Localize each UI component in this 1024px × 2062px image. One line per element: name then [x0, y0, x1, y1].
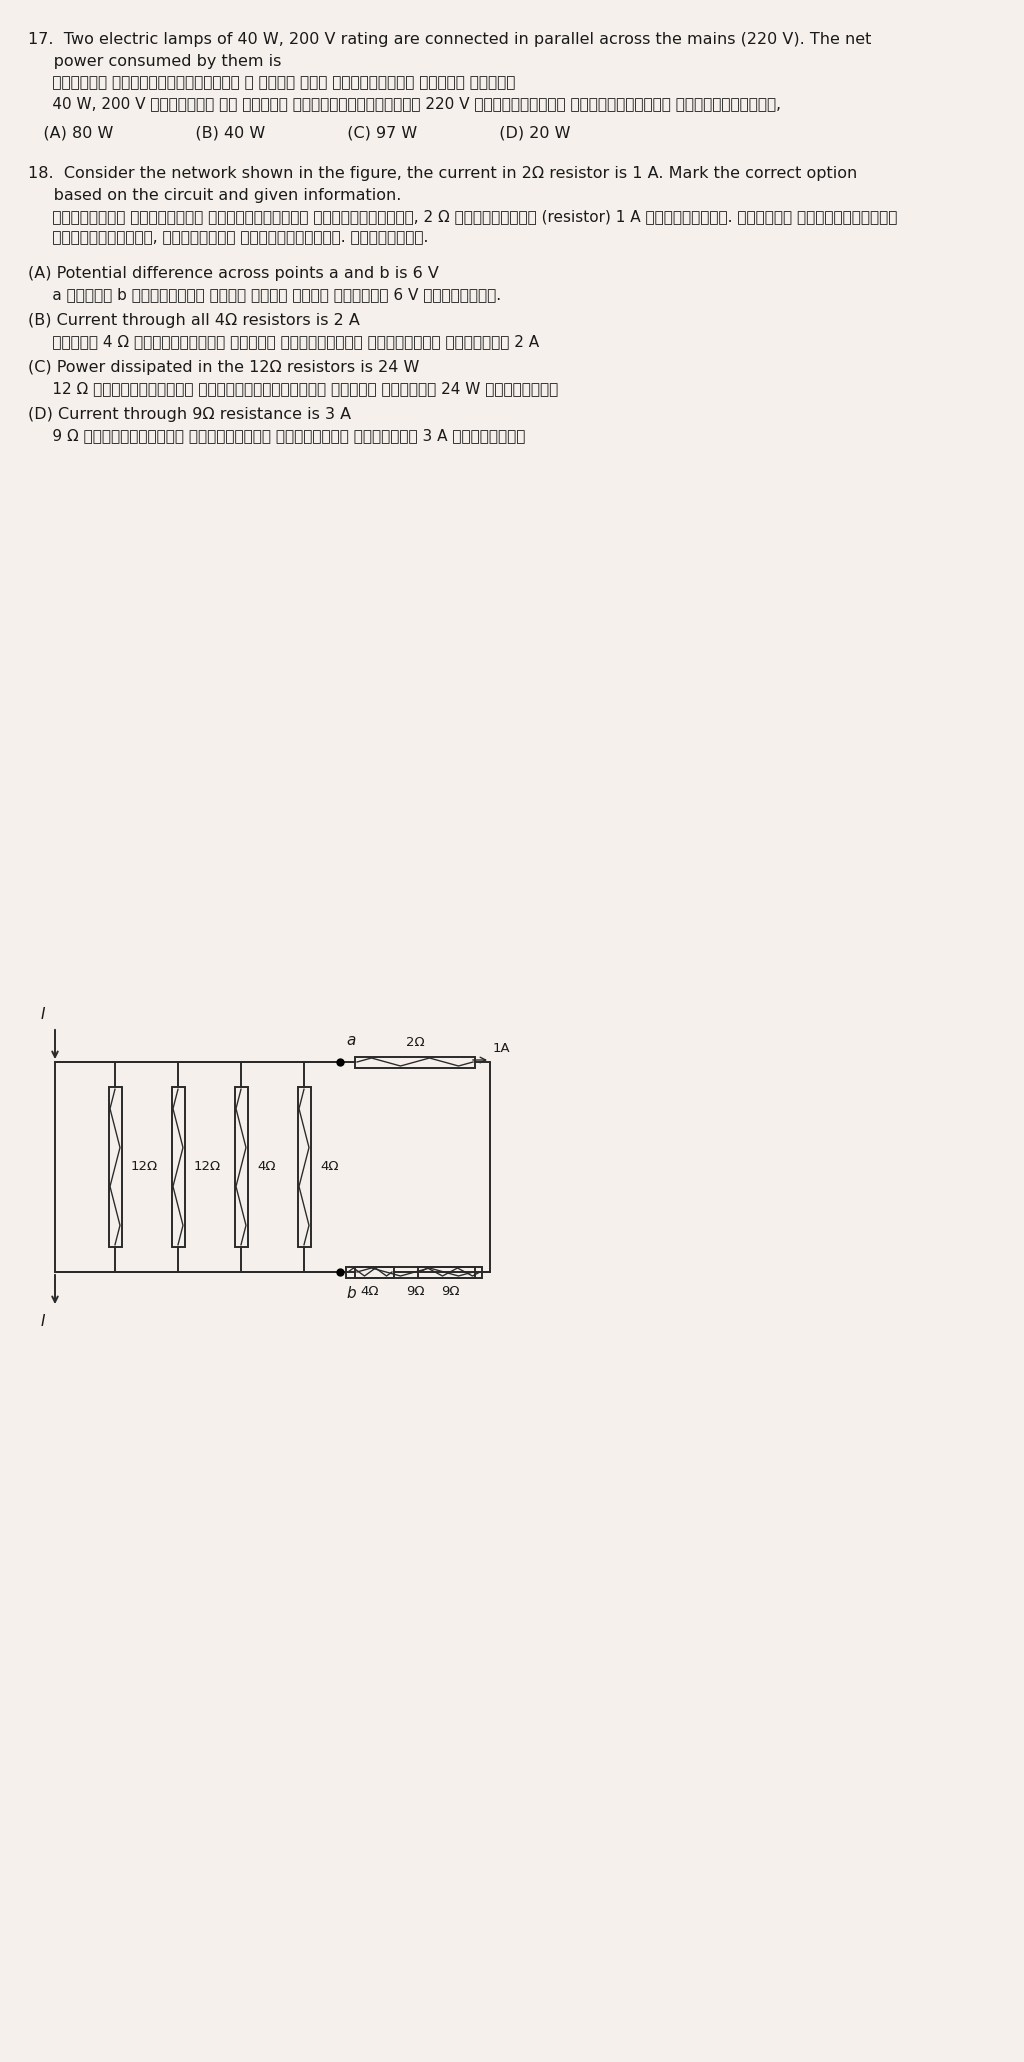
Text: I: I: [41, 1313, 45, 1330]
Bar: [171, 1087, 184, 1248]
Text: a మరియు b బిందువుల వద్ద విభవ బేధం వాటికి 6 V అవుతుంది.: a మరియు b బిందువుల వద్ద విభవ బేధం వాటికి…: [28, 287, 501, 301]
Text: I: I: [41, 1006, 45, 1023]
Text: 18.  Consider the network shown in the figure, the current in 2Ω resistor is 1 A: 18. Consider the network shown in the fi…: [28, 167, 857, 181]
Text: (D) Current through 9Ω resistance is 3 A: (D) Current through 9Ω resistance is 3 A: [28, 406, 351, 423]
Text: (C) Power dissipated in the 12Ω resistors is 24 W: (C) Power dissipated in the 12Ω resistor…: [28, 361, 420, 375]
Text: 1A: 1A: [493, 1043, 511, 1056]
Text: 12Ω: 12Ω: [131, 1161, 158, 1173]
Text: (A) 80 W                (B) 40 W                (C) 97 W                (D) 20 W: (A) 80 W (B) 40 W (C) 97 W (D) 20 W: [28, 126, 570, 140]
Text: a: a: [346, 1033, 355, 1047]
Text: 17.  Two electric lamps of 40 W, 200 V rating are connected in parallel across t: 17. Two electric lamps of 40 W, 200 V ra…: [28, 33, 871, 47]
Text: 9Ω: 9Ω: [406, 1285, 424, 1297]
Text: చిత్రంలో చూపించిన నెట్‌వర్క్‌ను పరిగణించండి, 2 Ω రెసిస్టర్ (resistor) 1 A దాటుతు: చిత్రంలో చూపించిన నెట్‌వర్క్‌ను పరిగణించ…: [28, 208, 897, 225]
Bar: [109, 1087, 122, 1248]
Text: 12Ω: 12Ω: [194, 1161, 221, 1173]
Text: power consumed by them is: power consumed by them is: [28, 54, 282, 68]
Bar: [355, 1266, 475, 1278]
Text: 4Ω: 4Ω: [360, 1285, 379, 1297]
Text: 4Ω: 4Ω: [257, 1161, 275, 1173]
Text: 9 Ω రెసిస్టర్లో ప్రవహించే విద్యుత్ ప్రవాహం 3 A అవుతుంది: 9 Ω రెసిస్టర్లో ప్రవహించే విద్యుత్ ప్రవా…: [28, 429, 525, 443]
Text: (B) Current through all 4Ω resistors is 2 A: (B) Current through all 4Ω resistors is …: [28, 313, 359, 328]
Text: 12 Ω రెసిస్టర్లో వినియోగమ్‌మయ్యే శక్తి వాటికి 24 W అవుతుంది: 12 Ω రెసిస్టర్లో వినియోగమ్‌మయ్యే శక్తి వ…: [28, 381, 558, 396]
Bar: [234, 1087, 248, 1248]
Text: b: b: [346, 1287, 355, 1301]
Text: based on the circuit and given information.: based on the circuit and given informati…: [28, 188, 401, 202]
Bar: [418, 1266, 482, 1278]
Bar: [298, 1087, 310, 1248]
Text: 2Ω: 2Ω: [406, 1035, 424, 1050]
Text: 4Ω: 4Ω: [319, 1161, 339, 1173]
Text: ప్రక్క విద్యుద్దీపాలు ఆ వాటి వలన వినియోగము అయ్యే శక్తి: ప్రక్క విద్యుద్దీపాలు ఆ వాటి వలన వినియోగ…: [28, 74, 515, 91]
Bar: [346, 1266, 394, 1278]
Text: అన్ని 4 Ω రెసిస్టర్ల గుండా ప్రవహించే విద్యుత్ ప్రవాహం 2 A: అన్ని 4 Ω రెసిస్టర్ల గుండా ప్రవహించే విద…: [28, 334, 539, 348]
Text: 40 W, 200 V ఱేటింగ్ గల రెండు విద్యుద్దీపాలు 220 V మెయిన్స్‌కు సమానాంతరంగా అనుసంధ: 40 W, 200 V ఱేటింగ్ గల రెండు విద్యుద్దీప…: [28, 97, 781, 111]
Text: (A) Potential difference across points a and b is 6 V: (A) Potential difference across points a…: [28, 266, 439, 280]
Bar: [355, 1056, 475, 1068]
Text: 9Ω: 9Ω: [440, 1285, 459, 1297]
Text: గుర్తించండి, ఆప్షన్‌ను గుర్తించండి. చెప్పండి.: గుర్తించండి, ఆప్షన్‌ను గుర్తించండి. చెప్…: [28, 231, 428, 245]
